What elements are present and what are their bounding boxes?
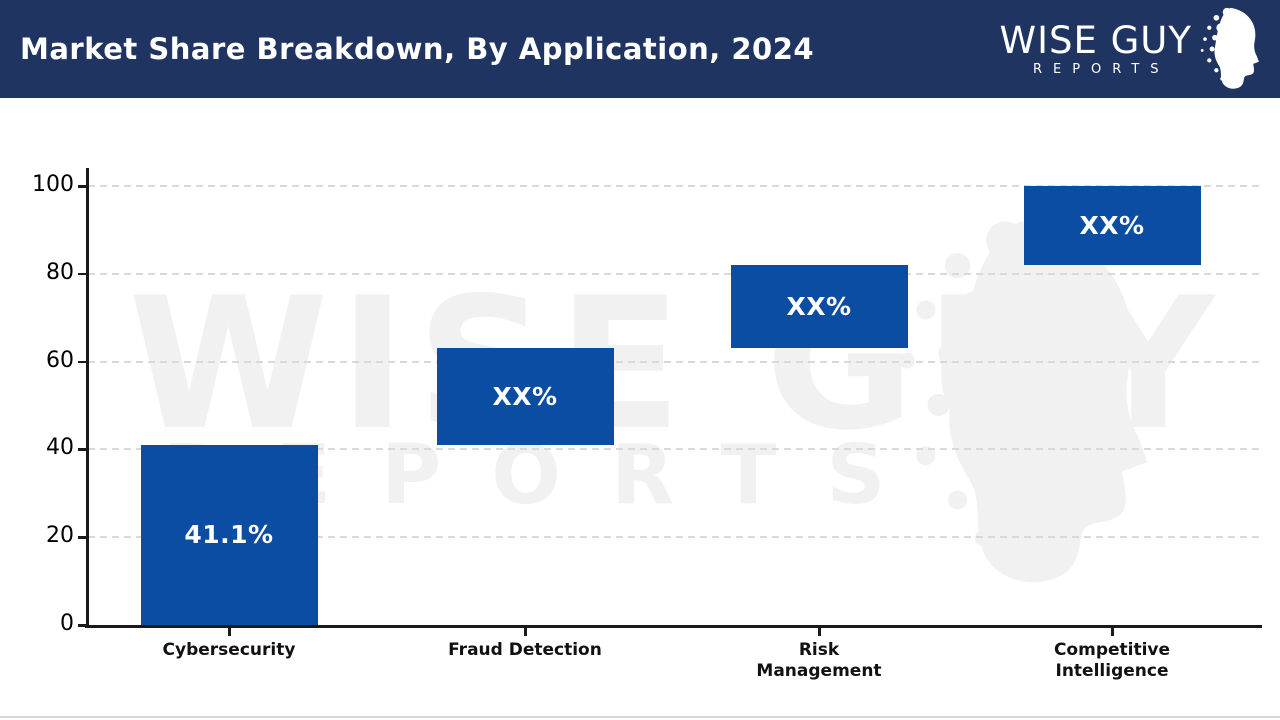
- gridline-80: [88, 272, 1262, 275]
- header: Market Share Breakdown, By Application, …: [0, 0, 1280, 98]
- category-label-fraud-detection: Fraud Detection: [448, 640, 602, 660]
- y-tick-80: [78, 272, 86, 276]
- category-label-cybersecurity: Cybersecurity: [162, 640, 296, 660]
- x-tick-cybersecurity: [228, 628, 231, 636]
- bar-value-label-cybersecurity: 41.1%: [184, 520, 274, 550]
- y-tick-40: [78, 448, 86, 451]
- y-tick-20: [78, 536, 86, 539]
- waterfall-chart: 0 20 40 60 80 100 41.1% Cybersecurity XX% Fraud D…: [0, 98, 1280, 718]
- gridline-40: [88, 448, 1262, 451]
- bar-fraud-detection: XX%: [436, 348, 614, 445]
- bar-value-label-fraud-detection: XX%: [492, 381, 558, 411]
- logo-head-icon: [1200, 7, 1259, 89]
- x-tick-fraud-detection: [524, 628, 527, 636]
- logo-wordmark: WISE GUY: [999, 18, 1192, 62]
- bar-value-label-risk-management: XX%: [786, 292, 852, 322]
- logo-text: WISE GUY REPORTS: [999, 18, 1192, 77]
- y-tick-0: [78, 624, 86, 627]
- bar-cybersecurity: 41.1%: [140, 444, 318, 625]
- x-axis-line: [85, 625, 1262, 628]
- y-tick-60: [78, 360, 86, 364]
- category-label-competitive-intelligence: Competitive Intelligence: [1053, 640, 1171, 681]
- bar-risk-management: XX%: [730, 265, 908, 349]
- gridline-60: [88, 360, 1262, 363]
- bar-competitive-intelligence: XX%: [1023, 186, 1201, 266]
- bar-value-label-competitive-intelligence: XX%: [1079, 211, 1145, 240]
- page-title: Market Share Breakdown, By Application, …: [20, 32, 815, 66]
- y-tick-label-80: 80: [46, 259, 74, 285]
- gridline-20: [88, 536, 1262, 539]
- y-tick-label-40: 40: [46, 435, 74, 461]
- y-axis-line: [86, 168, 89, 627]
- y-tick-100: [78, 185, 86, 188]
- gridline-100: [88, 185, 1262, 187]
- x-tick-competitive-intelligence: [1111, 628, 1114, 636]
- y-tick-label-0: 0: [60, 611, 74, 636]
- y-tick-label-60: 60: [46, 347, 74, 373]
- wiseguy-logo: WISE GUY REPORTS: [1000, 6, 1266, 92]
- bottom-divider: [0, 716, 1280, 718]
- category-label-risk-management: Risk Management: [756, 640, 882, 681]
- y-tick-label-100: 100: [32, 172, 74, 197]
- y-tick-label-20: 20: [46, 523, 74, 549]
- logo-subtitle: REPORTS: [1032, 61, 1170, 77]
- x-tick-risk-management: [818, 628, 821, 636]
